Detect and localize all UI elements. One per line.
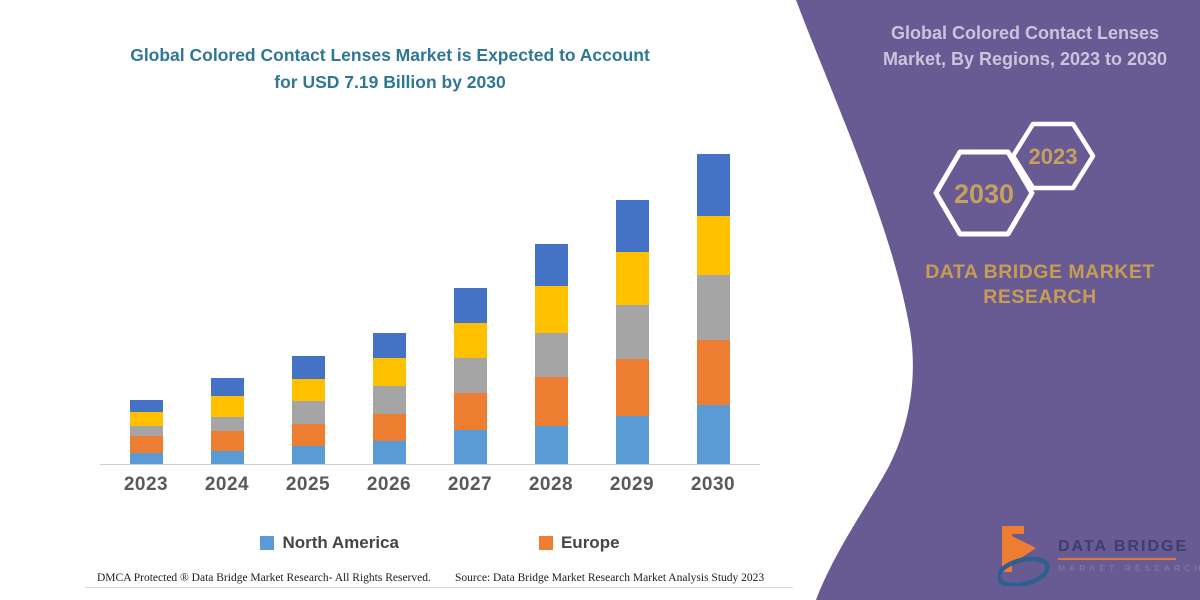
bar-2024 — [210, 377, 244, 464]
segment-unlabeled-gray-region-2029 — [615, 304, 649, 360]
logo-name: DATA BRIDGE — [1058, 538, 1189, 555]
panel-title-line2: Market, By Regions, 2023 to 2030 — [882, 49, 1168, 69]
segment-unlabeled-blue-region-2025 — [291, 356, 325, 379]
segment-unlabeled-yellow-region-2029 — [615, 251, 649, 305]
data-bridge-logo-icon — [998, 526, 1050, 586]
segment-unlabeled-gray-region-2030 — [696, 274, 730, 341]
segment-unlabeled-yellow-region-2024 — [210, 395, 244, 418]
segment-unlabeled-yellow-region-2026 — [372, 358, 406, 387]
segment-unlabeled-gray-region-2028 — [534, 332, 568, 378]
segment-north-america-2028 — [534, 425, 568, 464]
bar-2025 — [291, 356, 325, 464]
x-label-2029: 2029 — [609, 474, 655, 495]
logo-text: DATA BRIDGE MARKET RESEARCH — [1058, 538, 1200, 573]
dmca-notice: DMCA Protected ® Data Bridge Market Rese… — [97, 572, 431, 584]
brand-line1: DATA BRIDGE MARKET — [925, 261, 1155, 283]
legend-label-north-america: North America — [282, 533, 399, 552]
stacked-bar-chart — [100, 140, 760, 465]
segment-north-america-2026 — [372, 440, 406, 464]
x-label-2026: 2026 — [366, 474, 412, 495]
segment-europe-2029 — [615, 359, 649, 416]
legend-swatch-north-america — [260, 536, 275, 550]
x-label-2028: 2028 — [528, 474, 574, 495]
footer: DMCA Protected ® Data Bridge Market Rese… — [0, 572, 790, 588]
chart-title-line1: Global Colored Contact Lenses Market is … — [130, 45, 650, 65]
hexagon-2030-label: 2030 — [954, 179, 1014, 209]
logo-divider — [1058, 558, 1176, 560]
bar-2028 — [534, 244, 568, 464]
hexagon-2030 — [933, 149, 1035, 237]
segment-unlabeled-gray-region-2024 — [210, 417, 244, 431]
x-label-2025: 2025 — [285, 474, 331, 495]
segment-unlabeled-yellow-region-2025 — [291, 378, 325, 402]
segment-europe-2028 — [534, 377, 568, 426]
segment-europe-2023 — [129, 436, 163, 454]
segment-unlabeled-blue-region-2029 — [615, 200, 649, 252]
segment-europe-2027 — [453, 392, 487, 430]
bar-2029 — [615, 200, 649, 464]
hexagon-2023 — [1010, 121, 1096, 191]
bar-2023 — [129, 400, 163, 464]
segment-unlabeled-yellow-region-2028 — [534, 286, 568, 333]
chart-title: Global Colored Contact Lenses Market is … — [60, 42, 720, 96]
x-label-2023: 2023 — [123, 474, 169, 495]
segment-north-america-2027 — [453, 429, 487, 464]
segment-unlabeled-gray-region-2023 — [129, 426, 163, 436]
bar-2030 — [696, 154, 730, 464]
logo-subtitle: MARKET RESEARCH — [1058, 563, 1200, 573]
data-bridge-logo: DATA BRIDGE MARKET RESEARCH — [998, 520, 1200, 590]
segment-unlabeled-blue-region-2026 — [372, 333, 406, 359]
legend-swatch-europe — [538, 536, 553, 550]
brand-name: DATA BRIDGE MARKET RESEARCH — [900, 260, 1180, 310]
source-note: Source: Data Bridge Market Research Mark… — [455, 572, 765, 584]
bar-2026 — [372, 333, 406, 464]
segment-unlabeled-blue-region-2030 — [696, 154, 730, 217]
bar-2027 — [453, 288, 487, 464]
x-label-2024: 2024 — [204, 474, 250, 495]
segment-europe-2030 — [696, 340, 730, 405]
panel-title: Global Colored Contact Lenses Market, By… — [860, 20, 1190, 72]
chart-legend: North America Europe — [60, 533, 820, 553]
chart-title-line2: for USD 7.19 Billion by 2030 — [274, 72, 506, 92]
segment-unlabeled-yellow-region-2027 — [453, 323, 487, 358]
brand-line2: RESEARCH — [983, 286, 1097, 308]
segment-europe-2024 — [210, 430, 244, 451]
segment-unlabeled-yellow-region-2030 — [696, 216, 730, 275]
segment-europe-2026 — [372, 414, 406, 441]
hexagon-2023-label: 2023 — [1029, 144, 1078, 169]
x-label-2030: 2030 — [690, 474, 736, 495]
segment-unlabeled-blue-region-2028 — [534, 244, 568, 287]
segment-unlabeled-gray-region-2025 — [291, 401, 325, 425]
purple-panel: 2030 2023 — [796, 0, 1200, 600]
segment-europe-2025 — [291, 424, 325, 446]
segment-north-america-2025 — [291, 445, 325, 464]
legend-label-europe: Europe — [560, 533, 620, 552]
legend-item-europe: Europe — [538, 533, 620, 553]
segment-unlabeled-blue-region-2027 — [453, 288, 487, 324]
purple-swoosh-shape — [796, 0, 1200, 600]
segment-north-america-2024 — [210, 450, 244, 464]
segment-unlabeled-blue-region-2024 — [210, 377, 244, 396]
segment-unlabeled-gray-region-2027 — [453, 357, 487, 393]
footer-divider — [85, 587, 793, 588]
panel-title-line1: Global Colored Contact Lenses — [890, 23, 1160, 43]
legend-item-north-america: North America — [260, 533, 399, 553]
x-label-2027: 2027 — [447, 474, 493, 495]
segment-unlabeled-gray-region-2026 — [372, 386, 406, 415]
segment-unlabeled-blue-region-2023 — [129, 400, 163, 413]
segment-unlabeled-yellow-region-2023 — [129, 412, 163, 427]
segment-north-america-2023 — [129, 453, 163, 464]
segment-north-america-2030 — [696, 404, 730, 464]
segment-north-america-2029 — [615, 415, 649, 464]
